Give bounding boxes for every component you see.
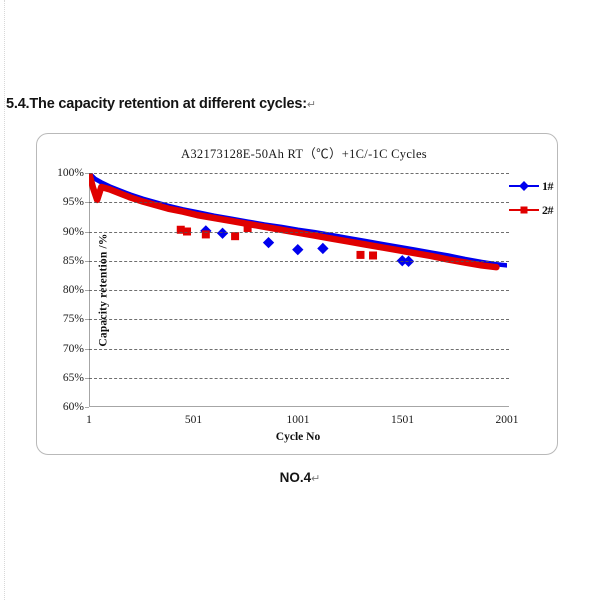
data-point-marker — [369, 251, 378, 260]
y-axis-tick-label: 65% — [62, 371, 84, 384]
chart-legend: 1# 2# — [509, 174, 554, 222]
series-plot — [89, 173, 507, 271]
x-axis-tick-label: 1 — [86, 414, 92, 426]
gridline — [89, 377, 509, 379]
gridline — [89, 348, 509, 350]
data-point-marker — [243, 223, 252, 232]
series-line-2 — [89, 173, 500, 271]
data-point-marker — [231, 232, 240, 241]
figure-caption-text: NO.4 — [279, 470, 312, 485]
data-point-marker — [292, 243, 304, 256]
x-axis-tick-label: 501 — [184, 414, 203, 426]
y-axis-tick — [85, 231, 89, 233]
gridline — [89, 173, 509, 174]
data-point-marker — [176, 225, 185, 234]
section-heading-text: 5.4.The capacity retention at different … — [6, 96, 307, 112]
gridline — [89, 260, 509, 262]
gridline — [89, 202, 509, 204]
x-axis-tick-label: 1001 — [286, 414, 310, 426]
gridline — [89, 231, 509, 233]
y-axis-tick — [85, 407, 89, 408]
y-axis-tick — [85, 260, 89, 262]
x-axis-tick-label: 2001 — [495, 414, 519, 426]
y-axis-tick — [85, 173, 89, 174]
legend-label-1: 1# — [542, 178, 554, 193]
y-axis-tick-label: 90% — [62, 225, 84, 238]
x-axis-tick-label: 1501 — [391, 414, 414, 426]
legend-label-2: 2# — [542, 202, 554, 217]
x-axis-title: Cycle No — [275, 431, 321, 443]
plot-wrapper: Capacity retention /% Cycle No 60% 65% 70%… — [37, 134, 559, 456]
chart-container: A32173128E-50Ah RT（℃）+1C/-1C Cycles Capa… — [36, 133, 558, 455]
y-axis-tick — [85, 348, 89, 350]
y-axis-tick — [85, 202, 89, 204]
figure-caption: NO.4↵ — [0, 470, 600, 485]
y-axis-tick-label: 85% — [62, 254, 84, 267]
legend-marker-1-icon — [509, 181, 539, 191]
plot-area: Capacity retention /% Cycle No 60% 65% 70%… — [57, 167, 518, 443]
legend-marker-2-icon — [509, 205, 539, 215]
y-axis-tick — [85, 319, 89, 321]
y-axis-tick-label: 60% — [62, 401, 84, 413]
data-point-marker — [356, 250, 365, 259]
page-margin-guide — [4, 0, 5, 600]
y-axis-tick-label: 95% — [62, 196, 84, 209]
data-point-marker — [201, 230, 210, 239]
data-point-marker — [262, 236, 275, 249]
gridline — [89, 290, 509, 291]
y-axis-tick-label: 100% — [57, 167, 84, 179]
data-point-marker — [216, 227, 229, 239]
y-axis-tick — [85, 290, 89, 291]
chart-title: A32173128E-50Ah RT（℃）+1C/-1C Cycles — [181, 147, 427, 161]
legend-entry-2: 2# — [509, 198, 554, 222]
legend-entry-1: 1# — [509, 174, 554, 198]
caption-paragraph-mark-icon: ↵ — [311, 473, 321, 485]
section-heading: 5.4.The capacity retention at different … — [6, 96, 316, 112]
data-point-marker — [317, 242, 329, 255]
gridline — [89, 319, 509, 321]
y-axis-tick-label: 75% — [62, 313, 84, 326]
y-axis-tick-label: 80% — [62, 284, 84, 296]
y-axis-tick — [85, 377, 89, 379]
x-axis-line — [89, 406, 509, 407]
paragraph-mark-icon: ↵ — [306, 99, 316, 111]
y-axis-tick-label: 70% — [62, 342, 84, 355]
